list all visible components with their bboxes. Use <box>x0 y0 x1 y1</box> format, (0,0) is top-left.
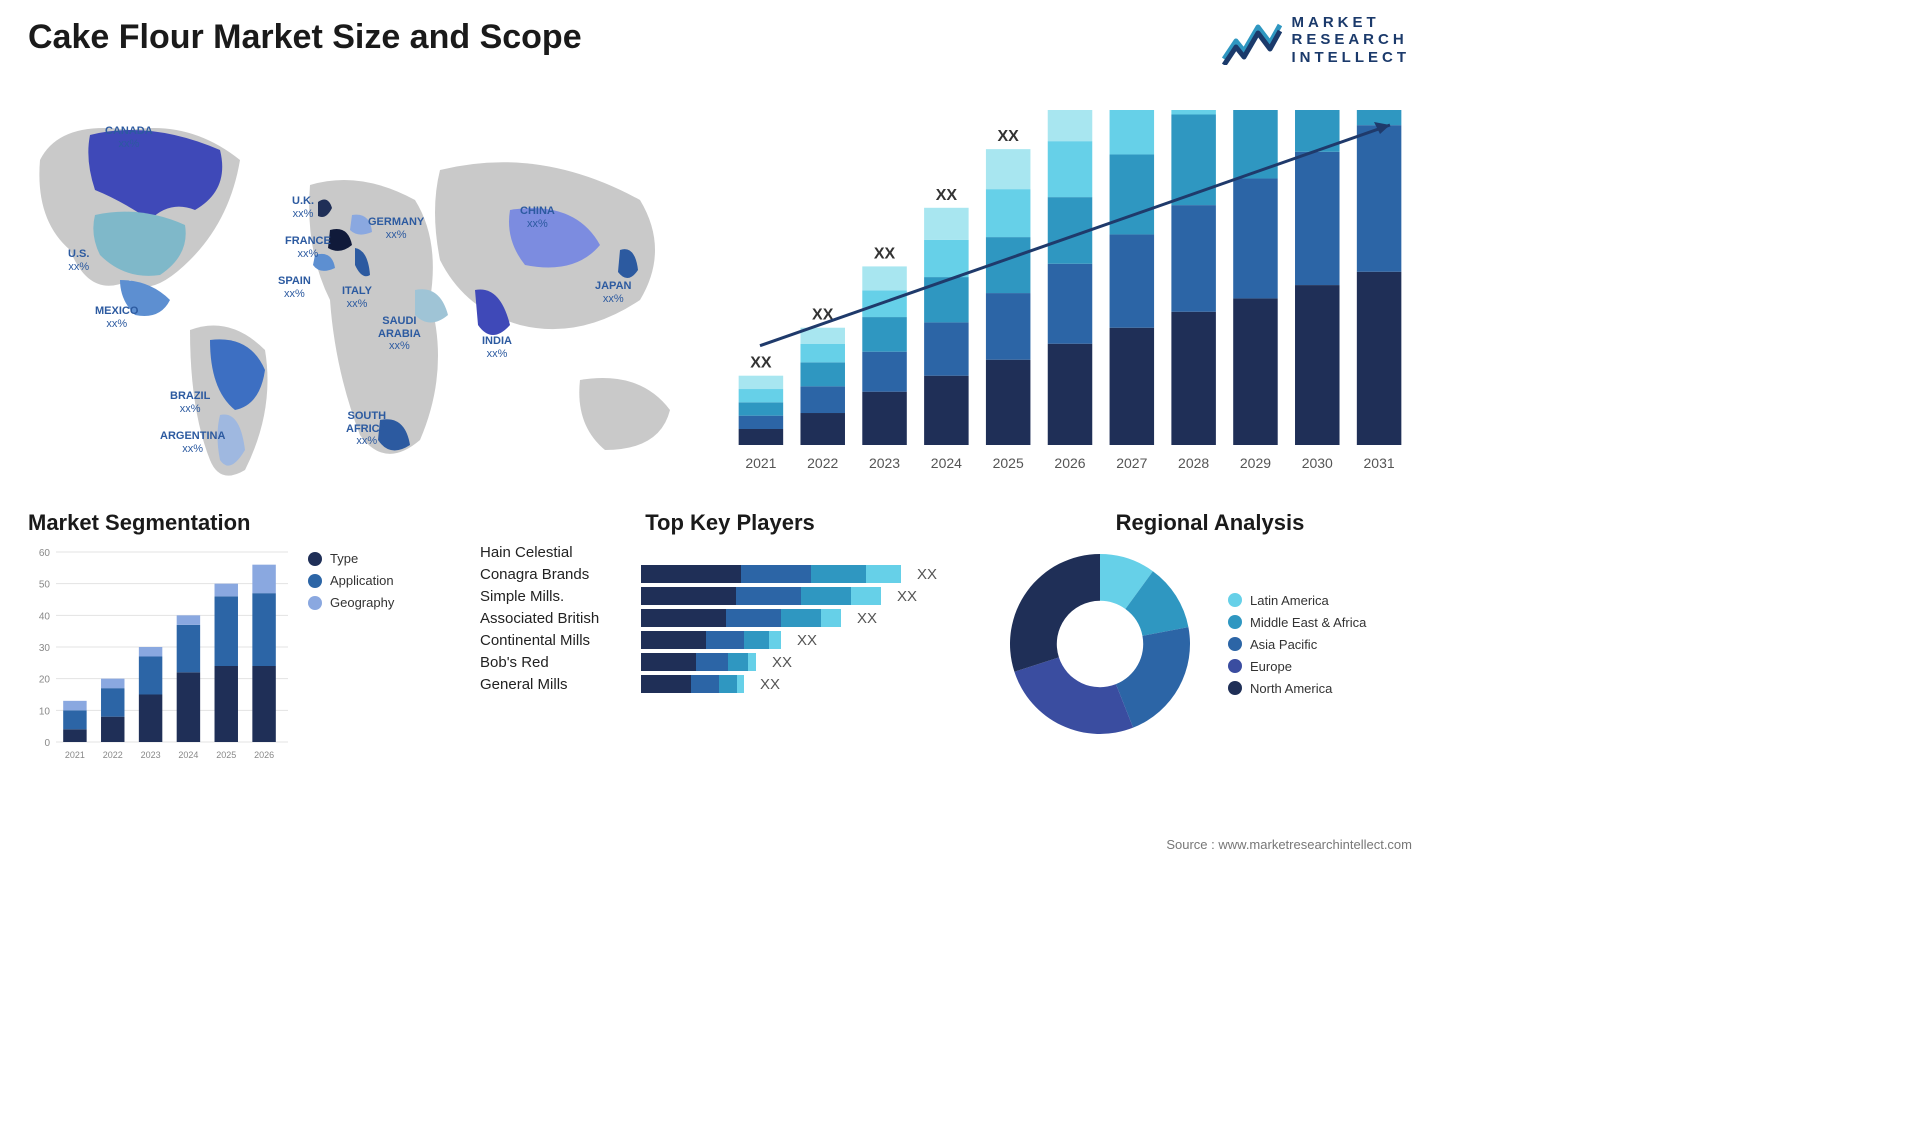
svg-text:2026: 2026 <box>254 750 274 760</box>
seg-legend-application: Application <box>308 573 394 588</box>
svg-text:20: 20 <box>39 675 51 686</box>
regional-donut-chart <box>1000 544 1200 744</box>
legend-label: Application <box>330 573 394 588</box>
key-players-panel: Top Key Players Hain Celestial Conagra Br… <box>480 510 980 697</box>
brand-logo: MARKET RESEARCH INTELLECT <box>1222 14 1411 66</box>
logo-text: MARKET RESEARCH INTELLECT <box>1292 14 1411 66</box>
legend-swatch-icon <box>1228 615 1242 629</box>
legend-swatch-icon <box>1228 659 1242 673</box>
player-name: Associated British <box>480 610 635 627</box>
logo-mark-icon <box>1222 15 1282 65</box>
player-value: XX <box>797 632 817 649</box>
region-legend-item: Asia Pacific <box>1228 637 1366 652</box>
svg-text:0: 0 <box>44 738 50 749</box>
svg-text:50: 50 <box>39 580 51 591</box>
region-legend-item: Middle East & Africa <box>1228 615 1366 630</box>
seg-legend-geography: Geography <box>308 595 394 610</box>
legend-label: Europe <box>1250 659 1292 674</box>
player-row: Hain Celestial <box>480 544 980 561</box>
regional-panel: Regional Analysis Latin America Middle Ea… <box>1000 510 1420 744</box>
main-forecast-chart: XX2021XX2022XX2023XX2024XX2025XX2026XX20… <box>730 110 1410 480</box>
regional-title: Regional Analysis <box>1000 510 1420 536</box>
player-name: Simple Mills. <box>480 588 635 605</box>
legend-swatch-icon <box>1228 593 1242 607</box>
segmentation-title: Market Segmentation <box>28 510 448 536</box>
legend-swatch-icon <box>1228 681 1242 695</box>
svg-text:2030: 2030 <box>1302 455 1333 471</box>
svg-text:XX: XX <box>936 187 958 204</box>
segmentation-chart: 0 10 20 30 40 50 60 2021 2022 2023 2024 2025 2026 <box>28 544 288 764</box>
svg-text:2031: 2031 <box>1364 455 1395 471</box>
legend-swatch-icon <box>1228 637 1242 651</box>
svg-text:2024: 2024 <box>178 750 198 760</box>
player-value: XX <box>760 676 780 693</box>
svg-text:2029: 2029 <box>1240 455 1271 471</box>
player-bar <box>641 609 841 627</box>
seg-legend-type: Type <box>308 551 394 566</box>
player-bar <box>641 565 901 583</box>
player-value: XX <box>897 588 917 605</box>
player-name: Conagra Brands <box>480 566 635 583</box>
legend-label: Type <box>330 551 358 566</box>
svg-text:2022: 2022 <box>807 455 838 471</box>
legend-swatch-icon <box>308 552 322 566</box>
region-legend-item: Europe <box>1228 659 1366 674</box>
player-value: XX <box>772 654 792 671</box>
svg-text:XX: XX <box>874 245 896 262</box>
svg-text:2023: 2023 <box>141 750 161 760</box>
legend-label: Middle East & Africa <box>1250 615 1366 630</box>
svg-text:60: 60 <box>39 548 51 559</box>
regional-legend: Latin America Middle East & Africa Asia Pa… <box>1228 586 1366 703</box>
svg-text:2026: 2026 <box>1054 455 1085 471</box>
svg-text:2025: 2025 <box>216 750 236 760</box>
player-row: General Mills XX <box>480 675 980 693</box>
player-name: General Mills <box>480 676 635 693</box>
svg-text:10: 10 <box>39 706 51 717</box>
player-row: Bob's Red XX <box>480 653 980 671</box>
player-bar <box>641 587 881 605</box>
key-players-title: Top Key Players <box>480 510 980 536</box>
legend-swatch-icon <box>308 574 322 588</box>
player-bar <box>641 631 781 649</box>
svg-text:2021: 2021 <box>65 750 85 760</box>
segmentation-legend: Type Application Geography <box>308 544 394 617</box>
svg-text:2025: 2025 <box>993 455 1024 471</box>
player-value: XX <box>857 610 877 627</box>
svg-text:2027: 2027 <box>1116 455 1147 471</box>
source-attribution: Source : www.marketresearchintellect.com <box>1166 837 1412 852</box>
player-row: Conagra Brands XX <box>480 565 980 583</box>
world-map-svg <box>20 90 710 490</box>
key-players-list: Hain CelestialConagra BrandsXXSimple Mil… <box>480 544 980 693</box>
svg-text:30: 30 <box>39 643 51 654</box>
region-legend-item: Latin America <box>1228 593 1366 608</box>
player-value: XX <box>917 566 937 583</box>
legend-label: Latin America <box>1250 593 1329 608</box>
page-title: Cake Flour Market Size and Scope <box>28 18 582 57</box>
svg-text:XX: XX <box>750 355 772 372</box>
legend-label: Geography <box>330 595 394 610</box>
player-row: Simple Mills. XX <box>480 587 980 605</box>
player-name: Hain Celestial <box>480 544 635 561</box>
legend-label: Asia Pacific <box>1250 637 1317 652</box>
svg-text:2024: 2024 <box>931 455 962 471</box>
player-row: Continental Mills XX <box>480 631 980 649</box>
segmentation-panel: Market Segmentation 0 10 20 30 40 50 60 2021 202… <box>28 510 448 764</box>
region-legend-item: North America <box>1228 681 1366 696</box>
svg-text:2021: 2021 <box>745 455 776 471</box>
svg-text:2022: 2022 <box>103 750 123 760</box>
svg-text:XX: XX <box>998 128 1020 145</box>
svg-text:40: 40 <box>39 611 51 622</box>
player-row: Associated British XX <box>480 609 980 627</box>
svg-text:2028: 2028 <box>1178 455 1209 471</box>
player-bar <box>641 653 756 671</box>
svg-text:2023: 2023 <box>869 455 900 471</box>
legend-label: North America <box>1250 681 1332 696</box>
player-name: Continental Mills <box>480 632 635 649</box>
world-map: CANADAxx%U.S.xx%MEXICOxx%BRAZILxx%ARGENT… <box>20 90 710 490</box>
legend-swatch-icon <box>308 596 322 610</box>
player-name: Bob's Red <box>480 654 635 671</box>
player-bar <box>641 675 744 693</box>
